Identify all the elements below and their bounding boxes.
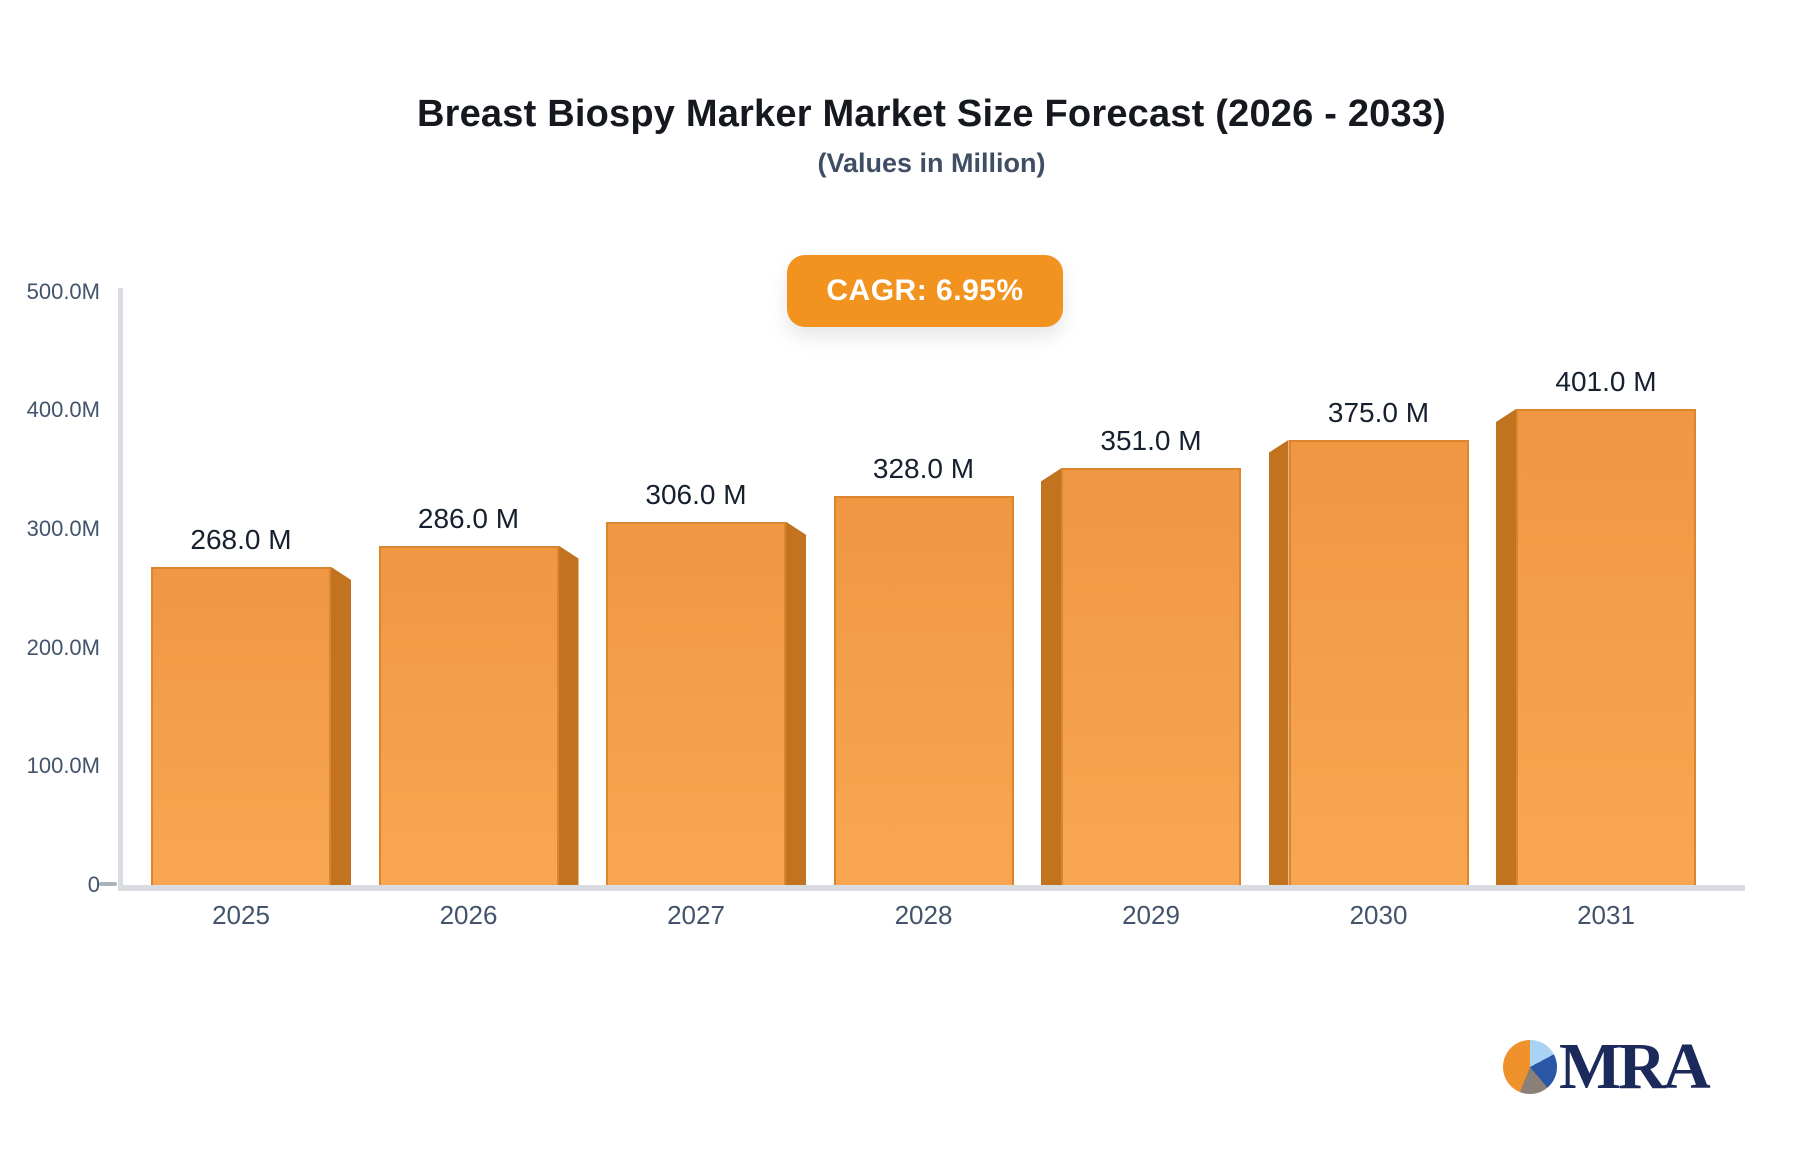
page-subtitle: (Values in Million) (817, 148, 1046, 178)
cagr-badge: CAGR: 6.95% (787, 255, 1063, 327)
bar-2031-side-face (1496, 409, 1516, 885)
x-axis-label: 2025 (212, 900, 270, 930)
zero-tick-mark (99, 882, 117, 886)
y-axis-tick-label: 0 (87, 872, 100, 897)
bar-value-label: 351.0 M (1100, 425, 1202, 457)
bar-2029 (1061, 468, 1241, 885)
bar-value-label: 306.0 M (645, 478, 747, 510)
y-axis-tick-label: 200.0M (26, 634, 100, 660)
bar-value-label: 375.0 M (1327, 396, 1430, 428)
y-axis-line (118, 288, 123, 891)
bar-2030 (1288, 439, 1469, 885)
brand-logo: MRA (1503, 1030, 1711, 1103)
bar-2025 (151, 566, 331, 885)
x-axis-line (118, 885, 1745, 891)
bar-2028 (833, 495, 1014, 885)
x-axis-label: 2031 (1577, 900, 1635, 930)
bar-2030-side-face (1268, 439, 1289, 885)
brand-name: MRA (1559, 1030, 1711, 1103)
y-axis-tick-label: 300.0M (26, 515, 100, 541)
bar-2027-side-face (786, 521, 806, 885)
bar-2031 (1516, 409, 1696, 885)
pie-chart-icon (1503, 1040, 1557, 1094)
x-axis-label: 2028 (894, 900, 953, 930)
y-axis-tick-label: 500.0M (26, 278, 100, 304)
y-axis-tick-label: 100.0M (26, 753, 100, 779)
x-axis-label: 2029 (1122, 900, 1180, 930)
page-title: Breast Biospy Marker Market Size Forecas… (416, 93, 1447, 135)
bar-2026-side-face (558, 545, 579, 885)
bar-2029-side-face (1041, 468, 1061, 885)
bar-value-label: 328.0 M (872, 452, 975, 484)
bar-2027 (606, 521, 786, 885)
bar-2026 (378, 545, 559, 885)
x-axis-label: 2027 (667, 900, 725, 930)
y-axis-tick-label: 400.0M (26, 397, 100, 423)
x-axis-label: 2026 (439, 900, 498, 930)
bar-value-label: 286.0 M (417, 502, 520, 534)
x-axis-label: 2030 (1349, 900, 1408, 930)
bar-2025-side-face (331, 566, 351, 885)
bar-value-label: 401.0 M (1555, 366, 1657, 397)
bar-value-label: 268.0 M (190, 523, 292, 555)
